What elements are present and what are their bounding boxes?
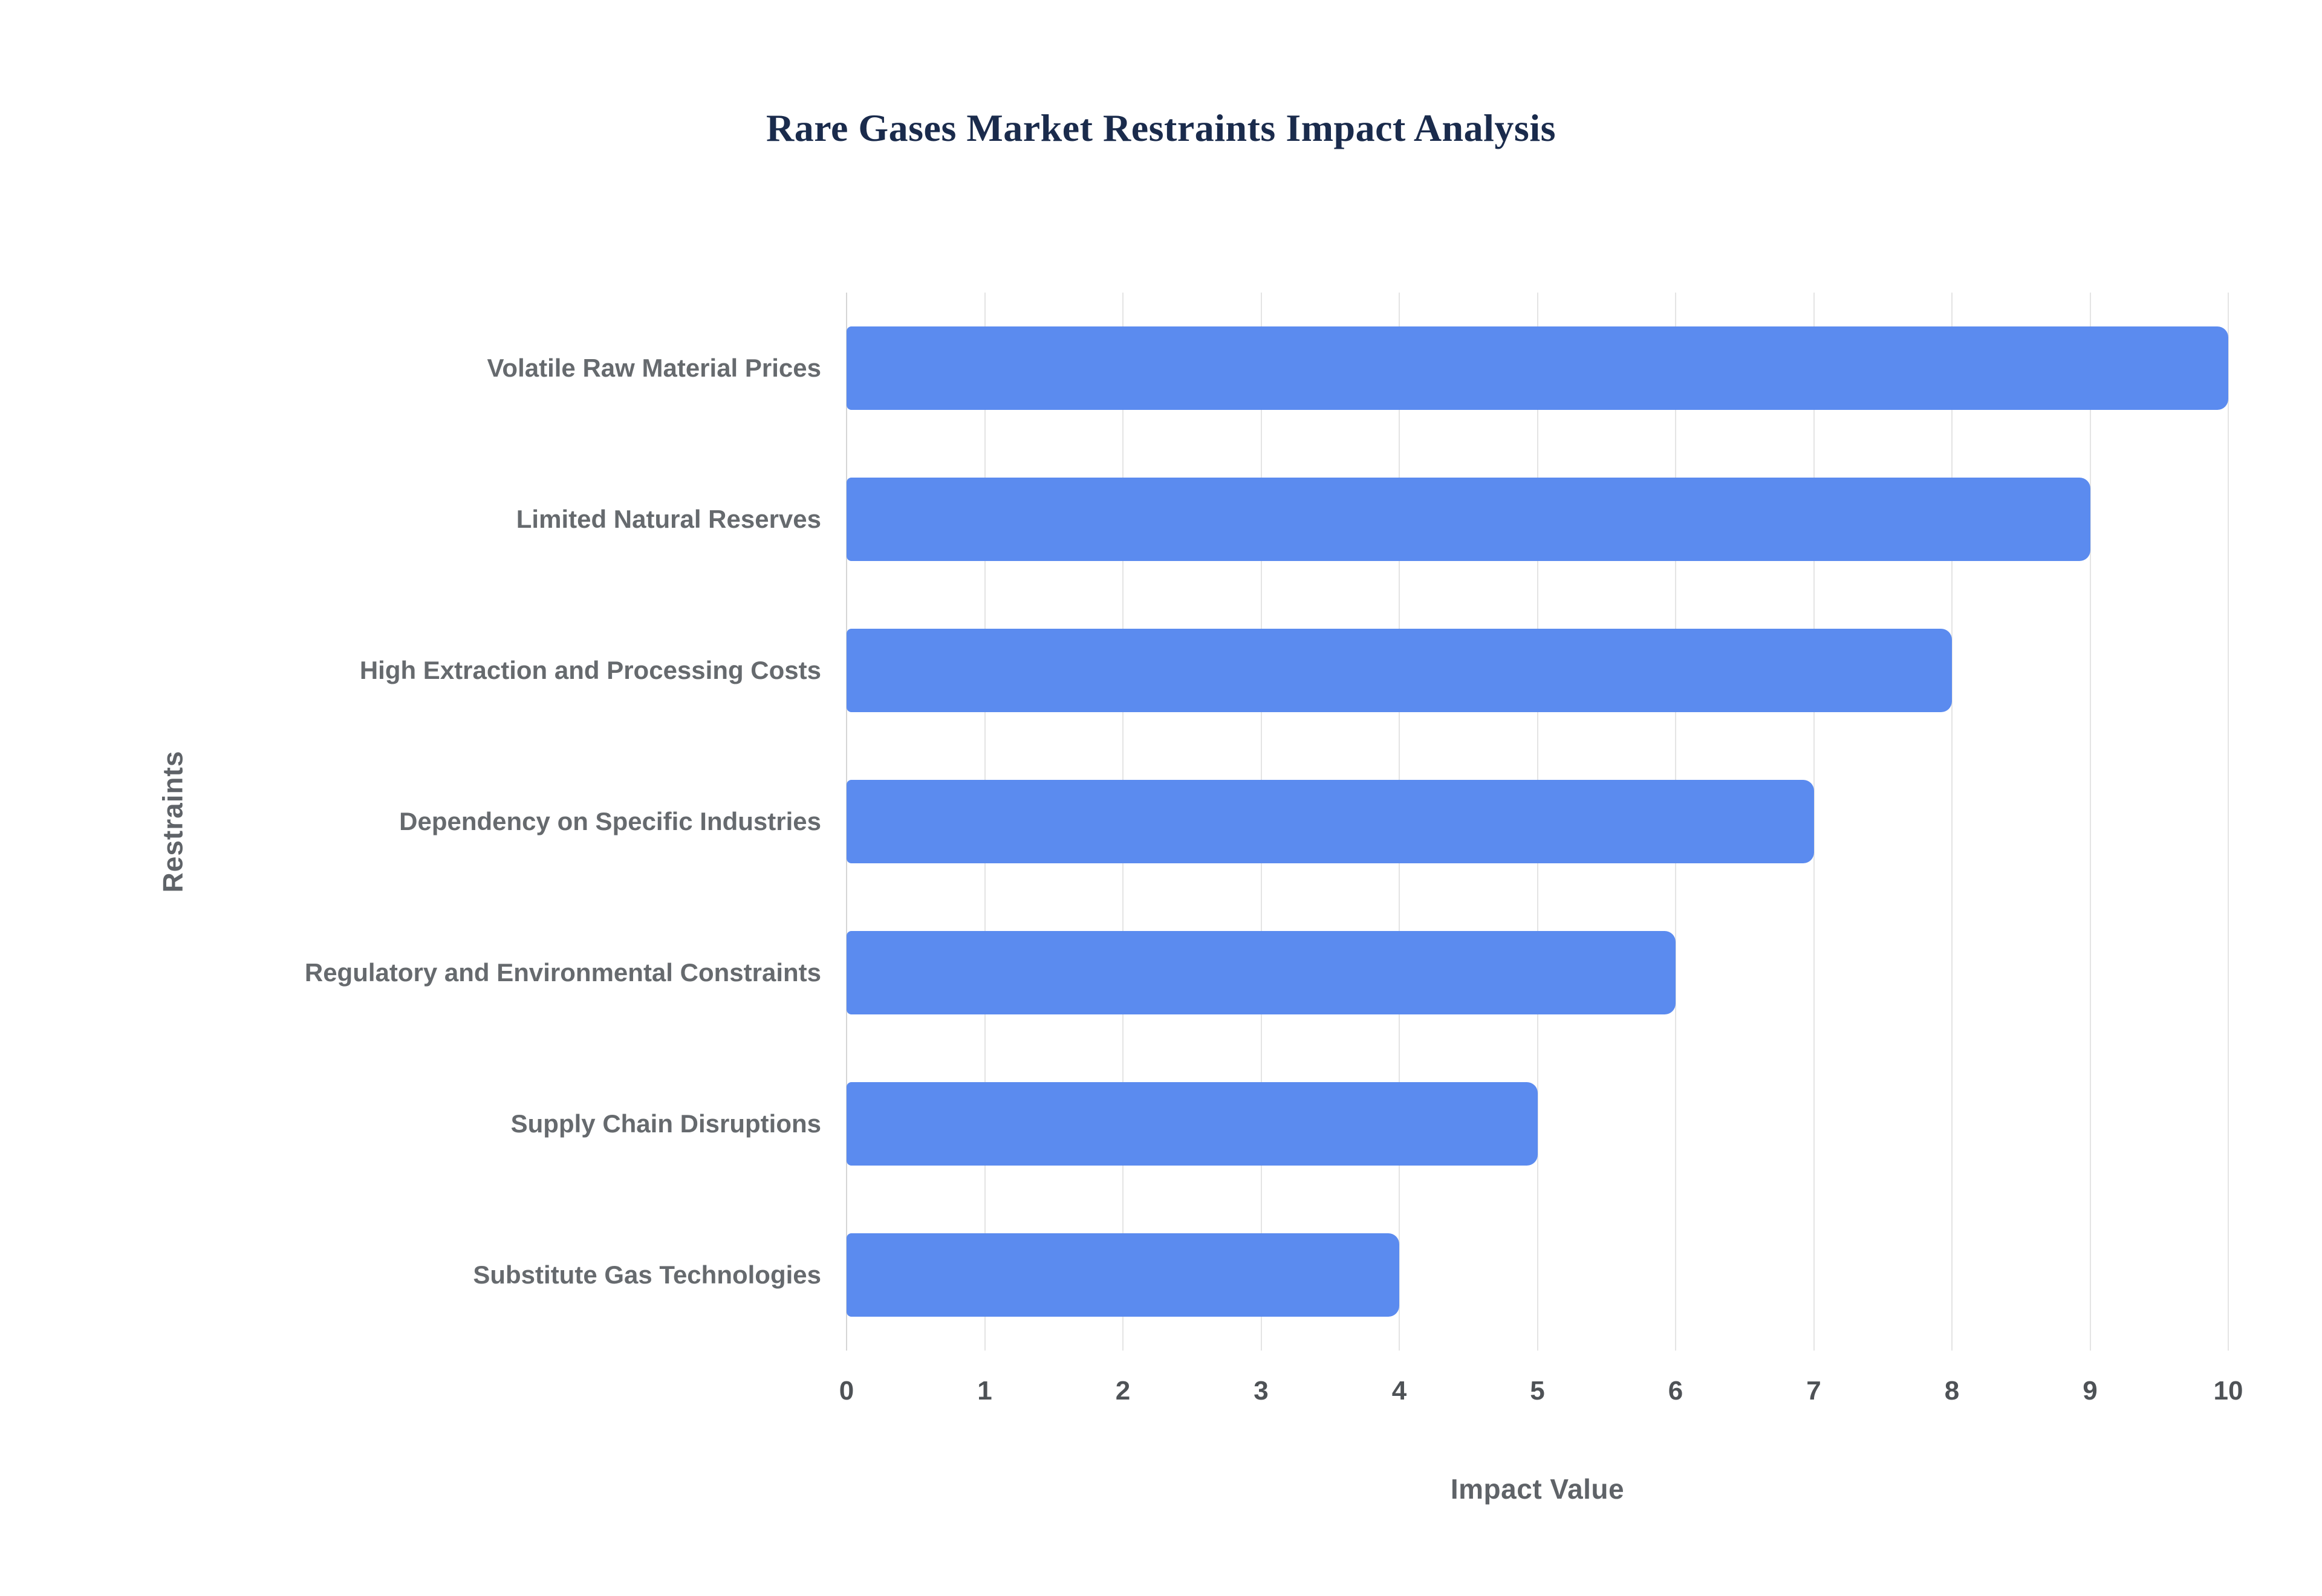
x-tick-label: 7 bbox=[1806, 1376, 1821, 1406]
bar-row bbox=[847, 595, 2228, 746]
bar-row bbox=[847, 1048, 2228, 1199]
bars-layer bbox=[847, 293, 2228, 1351]
gridline bbox=[2228, 293, 2229, 1351]
x-tick-label: 2 bbox=[1115, 1376, 1131, 1406]
x-tick-labels: 0 1 2 3 4 5 6 7 8 9 10 bbox=[839, 1351, 2243, 1429]
x-tick-label: 8 bbox=[1944, 1376, 1960, 1406]
bar-chart: Restraints Volatile Raw Material Prices L… bbox=[0, 293, 2322, 1544]
bar-row bbox=[847, 293, 2228, 444]
category-label: Volatile Raw Material Prices bbox=[487, 353, 821, 382]
gridline bbox=[2089, 293, 2091, 1351]
plot-area bbox=[846, 293, 2229, 1351]
x-tick-label: 0 bbox=[839, 1376, 854, 1406]
category-label: Limited Natural Reserves bbox=[516, 504, 821, 533]
bar bbox=[847, 1082, 1538, 1166]
x-tick-label: 5 bbox=[1530, 1376, 1545, 1406]
x-tick-label: 9 bbox=[2083, 1376, 2098, 1406]
bar bbox=[847, 780, 1814, 863]
bar bbox=[847, 629, 1952, 712]
bar bbox=[847, 931, 1676, 1014]
category-labels: Volatile Raw Material Prices Limited Natu… bbox=[230, 293, 847, 1351]
y-axis-title: Restraints bbox=[157, 750, 188, 893]
category-label: Regulatory and Environmental Constraints bbox=[304, 958, 821, 987]
chart-title: Rare Gases Market Restraints Impact Anal… bbox=[766, 106, 1556, 149]
bar-row bbox=[847, 746, 2228, 897]
x-tick-label: 1 bbox=[977, 1376, 992, 1406]
category-label: Supply Chain Disruptions bbox=[510, 1109, 821, 1138]
x-axis-title: Impact Value bbox=[1450, 1473, 1625, 1505]
category-label: Dependency on Specific Industries bbox=[399, 806, 821, 835]
x-tick-label: 4 bbox=[1391, 1376, 1407, 1406]
x-tick-label: 6 bbox=[1668, 1376, 1683, 1406]
bar bbox=[847, 1233, 1399, 1317]
category-label: Substitute Gas Technologies bbox=[473, 1260, 821, 1289]
y-axis-title-container: Restraints bbox=[115, 293, 230, 1351]
category-label: High Extraction and Processing Costs bbox=[359, 655, 821, 684]
x-tick-label: 3 bbox=[1254, 1376, 1269, 1406]
bar bbox=[847, 478, 2090, 561]
gridline bbox=[1951, 293, 1953, 1351]
gridline bbox=[1813, 293, 1815, 1351]
bar-row bbox=[847, 897, 2228, 1048]
x-tick-label: 10 bbox=[2213, 1376, 2243, 1406]
bar bbox=[847, 326, 2228, 410]
bar-row bbox=[847, 1199, 2228, 1351]
bar-row bbox=[847, 444, 2228, 595]
